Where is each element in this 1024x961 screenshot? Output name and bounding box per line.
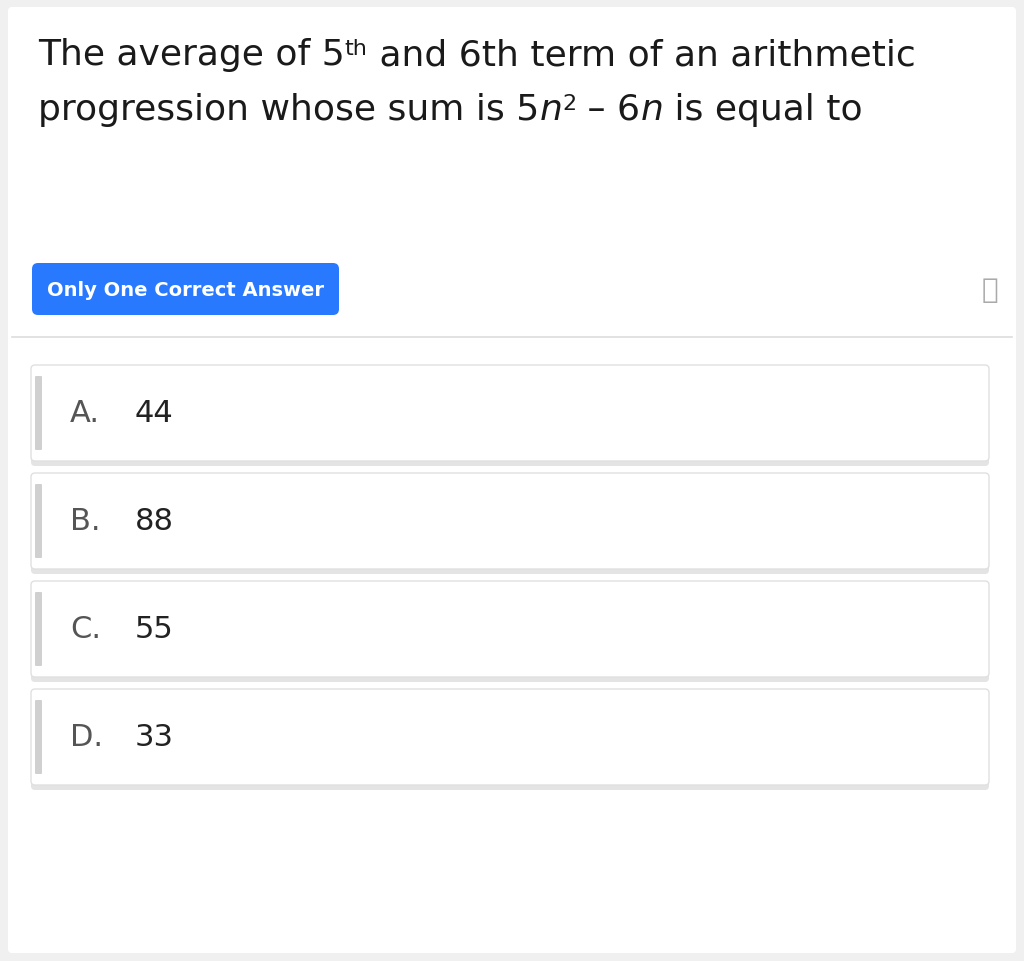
FancyBboxPatch shape: [8, 8, 1016, 953]
Text: Only One Correct Answer: Only One Correct Answer: [47, 281, 324, 299]
Text: 44: 44: [135, 399, 174, 428]
Text: n: n: [540, 93, 562, 127]
Text: – 6: – 6: [577, 93, 640, 127]
Text: 33: 33: [135, 723, 174, 752]
Text: B.: B.: [70, 507, 100, 536]
FancyBboxPatch shape: [31, 476, 989, 575]
FancyBboxPatch shape: [35, 701, 42, 775]
FancyBboxPatch shape: [31, 368, 989, 466]
FancyBboxPatch shape: [31, 365, 989, 461]
Text: and 6th term of an arithmetic: and 6th term of an arithmetic: [368, 38, 915, 72]
Text: 88: 88: [135, 507, 174, 536]
Text: th: th: [345, 39, 368, 59]
Text: ⓘ: ⓘ: [982, 276, 998, 304]
FancyBboxPatch shape: [32, 263, 339, 315]
Text: 2: 2: [562, 94, 577, 114]
Text: progression whose sum is 5: progression whose sum is 5: [38, 93, 540, 127]
FancyBboxPatch shape: [31, 689, 989, 785]
FancyBboxPatch shape: [35, 592, 42, 666]
Text: is equal to: is equal to: [664, 93, 863, 127]
FancyBboxPatch shape: [31, 474, 989, 570]
Text: A.: A.: [70, 399, 100, 428]
FancyBboxPatch shape: [31, 583, 989, 682]
FancyBboxPatch shape: [35, 484, 42, 558]
Text: 55: 55: [135, 615, 174, 644]
Text: D.: D.: [70, 723, 103, 752]
Text: n: n: [640, 93, 664, 127]
Text: The average of 5: The average of 5: [38, 38, 345, 72]
FancyBboxPatch shape: [35, 377, 42, 451]
FancyBboxPatch shape: [31, 691, 989, 790]
FancyBboxPatch shape: [31, 581, 989, 678]
Text: C.: C.: [70, 615, 101, 644]
